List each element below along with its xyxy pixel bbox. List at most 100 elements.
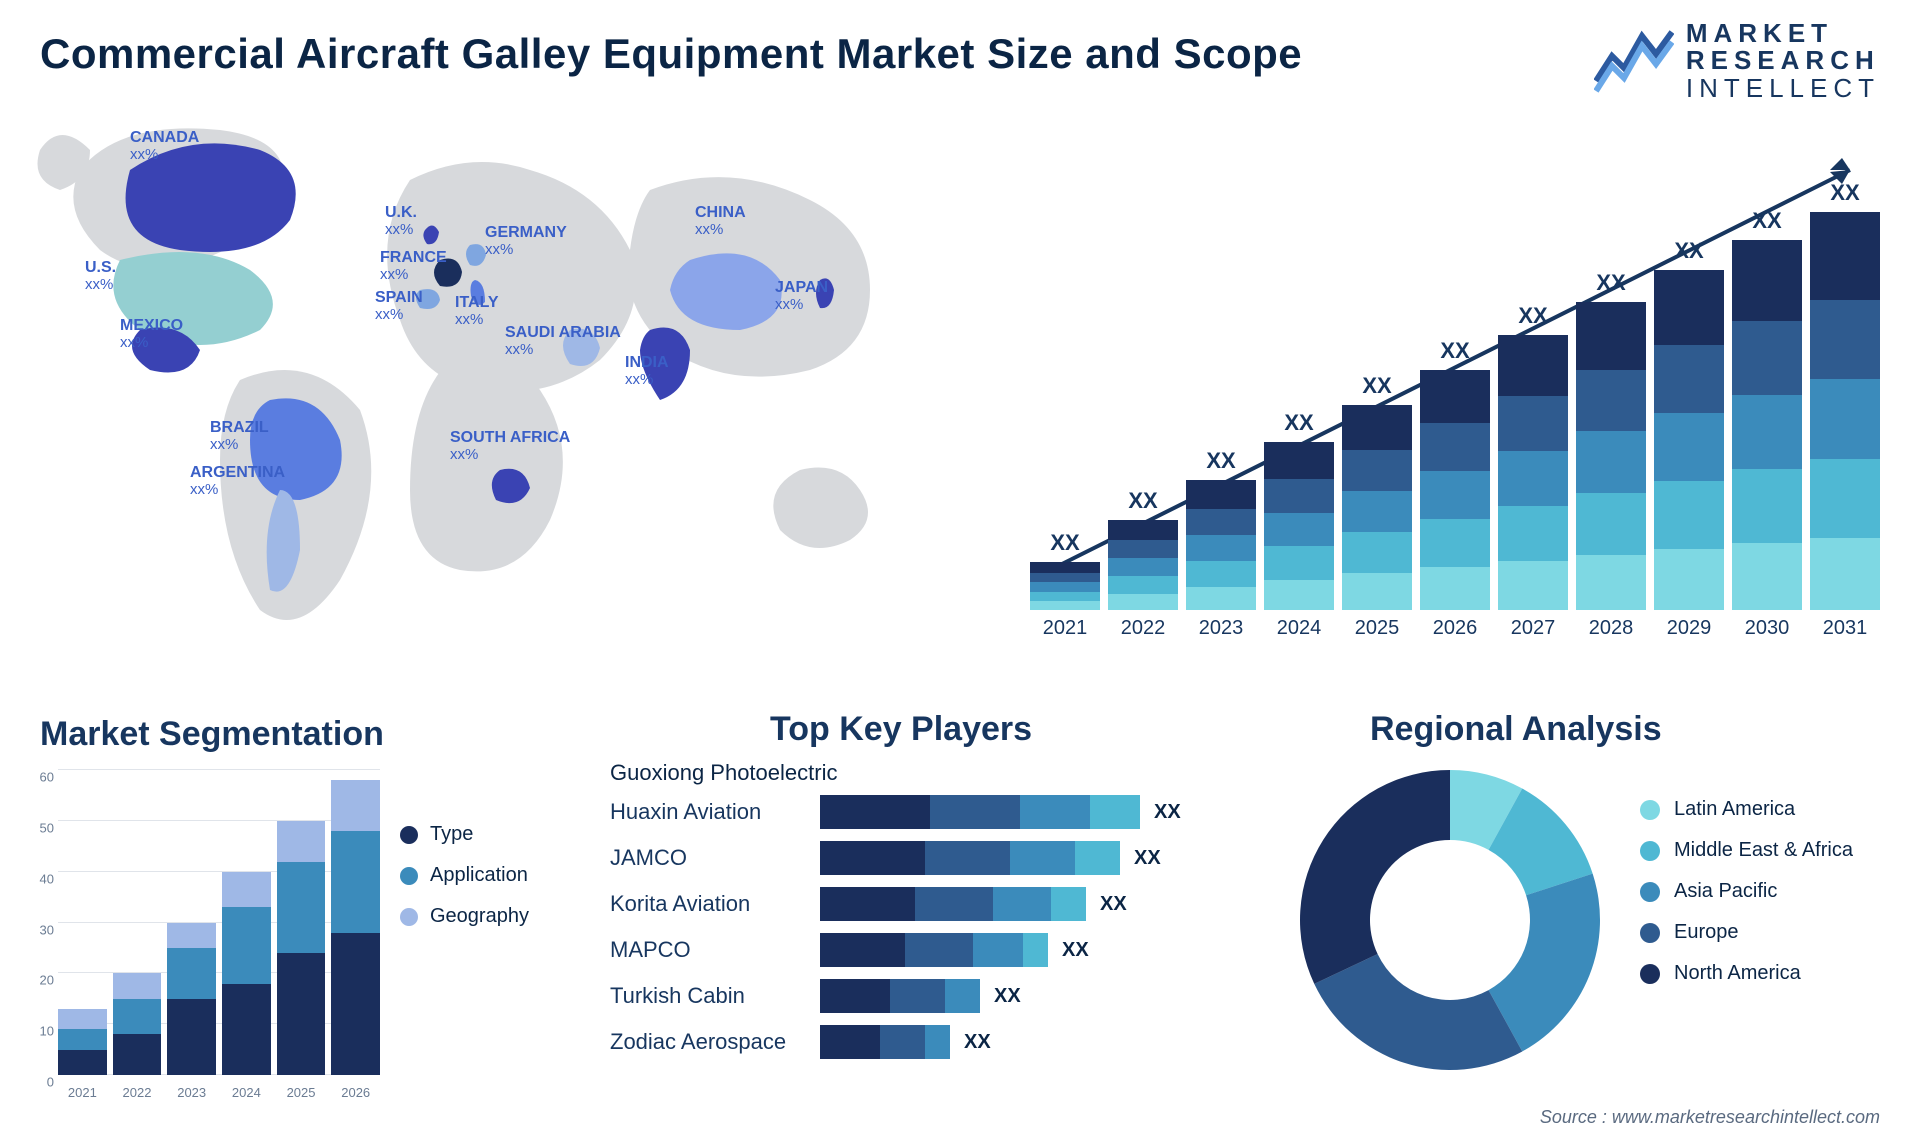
logo-text-1: MARKET: [1686, 20, 1880, 47]
player-bar: [820, 979, 980, 1013]
map-country-label: SAUDI ARABIAxx%: [505, 325, 621, 359]
x-axis-year: 2028: [1576, 617, 1646, 640]
segmentation-heading: Market Segmentation: [40, 715, 384, 754]
x-axis-year: 2026: [1420, 617, 1490, 640]
player-bar: [820, 933, 1048, 967]
forecast-bar: XX: [1186, 480, 1256, 610]
logo-text-2: RESEARCH: [1686, 47, 1880, 74]
player-value: XX: [1154, 801, 1181, 824]
legend-swatch-icon: [400, 908, 418, 926]
logo-mark-icon: [1594, 26, 1674, 96]
forecast-bar: XX: [1810, 212, 1880, 610]
player-row: MAPCO XX: [610, 930, 1250, 970]
legend-label: Asia Pacific: [1674, 880, 1777, 903]
map-country-label: SOUTH AFRICAxx%: [450, 430, 570, 464]
donut-slice: [1300, 770, 1450, 984]
x-axis-year: 2029: [1654, 617, 1724, 640]
map-country-label: FRANCExx%: [380, 250, 447, 284]
player-name: Huaxin Aviation: [610, 799, 820, 825]
forecast-bar: XX: [1030, 562, 1100, 610]
forecast-bar: XX: [1264, 442, 1334, 610]
bar-value-label: XX: [1420, 338, 1490, 364]
x-axis-year: 2027: [1498, 617, 1568, 640]
x-axis-year: 2026: [331, 1085, 380, 1100]
player-name: JAMCO: [610, 845, 820, 871]
map-country-label: INDIAxx%: [625, 355, 669, 389]
y-axis-tick: 10: [40, 1024, 54, 1039]
player-name: Zodiac Aerospace: [610, 1029, 820, 1055]
player-row: Turkish CabinXX: [610, 976, 1250, 1016]
player-row: Korita AviationXX: [610, 884, 1250, 924]
legend-item: Application: [400, 864, 529, 887]
forecast-bar: XX: [1654, 270, 1724, 610]
map-country-label: U.S.xx%: [85, 260, 116, 294]
legend-swatch-icon: [1640, 882, 1660, 902]
forecast-bar: XX: [1576, 302, 1646, 610]
player-value: XX: [1062, 939, 1089, 962]
map-country-label: ITALYxx%: [455, 295, 499, 329]
x-axis-year: 2022: [113, 1085, 162, 1100]
y-axis-tick: 40: [40, 871, 54, 886]
legend-item: Geography: [400, 905, 529, 928]
forecast-bar: XX: [1342, 405, 1412, 610]
x-axis-year: 2023: [167, 1085, 216, 1100]
bar-value-label: XX: [1810, 180, 1880, 206]
forecast-bar: XX: [1732, 240, 1802, 610]
forecast-bar: XX: [1498, 335, 1568, 610]
legend-item: Europe: [1640, 921, 1853, 944]
x-axis-year: 2021: [1030, 617, 1100, 640]
player-value: XX: [1100, 893, 1127, 916]
forecast-bar: XX: [1420, 370, 1490, 610]
map-country-label: CHINAxx%: [695, 205, 746, 239]
legend-item: Middle East & Africa: [1640, 839, 1853, 862]
segmentation-chart: 0102030405060 202120222023202420252026: [30, 770, 380, 1100]
legend-label: Geography: [430, 905, 529, 928]
players-heading: Top Key Players: [770, 710, 1032, 749]
legend-label: Latin America: [1674, 798, 1795, 821]
map-country-label: CANADAxx%: [130, 130, 199, 164]
x-axis-year: 2030: [1732, 617, 1802, 640]
y-axis-tick: 30: [40, 922, 54, 937]
legend-item: Type: [400, 823, 529, 846]
bar-value-label: XX: [1654, 238, 1724, 264]
map-country-label: BRAZILxx%: [210, 420, 269, 454]
segmentation-bar: [167, 923, 216, 1075]
map-country-label: GERMANYxx%: [485, 225, 567, 259]
segmentation-bar: [222, 872, 271, 1075]
key-players-chart: Guoxiong Photoelectric Huaxin Aviation XX…: [610, 760, 1250, 1068]
player-name: MAPCO: [610, 937, 820, 963]
bar-value-label: XX: [1498, 303, 1568, 329]
donut-slice: [1314, 954, 1522, 1070]
legend-label: Middle East & Africa: [1674, 839, 1853, 862]
player-name: Turkish Cabin: [610, 983, 820, 1009]
bar-value-label: XX: [1108, 488, 1178, 514]
bar-value-label: XX: [1030, 530, 1100, 556]
legend-swatch-icon: [1640, 841, 1660, 861]
forecast-bar-chart: XXXXXXXXXXXXXXXXXXXXXX 20212022202320242…: [1030, 150, 1880, 640]
world-map-svg: [30, 110, 930, 670]
x-axis-year: 2021: [58, 1085, 107, 1100]
legend-swatch-icon: [400, 826, 418, 844]
player-value: XX: [964, 1031, 991, 1054]
segmentation-bar: [58, 1009, 107, 1075]
forecast-bar: XX: [1108, 520, 1178, 610]
map-country-label: SPAINxx%: [375, 290, 423, 324]
logo-text-3: INTELLECT: [1686, 75, 1880, 102]
players-header-row: Guoxiong Photoelectric: [610, 760, 1250, 786]
bar-value-label: XX: [1732, 208, 1802, 234]
x-axis-year: 2022: [1108, 617, 1178, 640]
brand-logo: MARKET RESEARCH INTELLECT: [1594, 20, 1880, 102]
source-attribution: Source : www.marketresearchintellect.com: [1540, 1107, 1880, 1128]
player-bar: [820, 1025, 950, 1059]
segmentation-bar: [113, 973, 162, 1075]
legend-label: Type: [430, 823, 473, 846]
legend-item: Latin America: [1640, 798, 1853, 821]
x-axis-year: 2023: [1186, 617, 1256, 640]
legend-label: North America: [1674, 962, 1801, 985]
segmentation-bar: [331, 780, 380, 1075]
x-axis-year: 2025: [1342, 617, 1412, 640]
segmentation-legend: Type Application Geography: [400, 805, 529, 946]
y-axis-tick: 0: [47, 1075, 54, 1090]
legend-item: North America: [1640, 962, 1853, 985]
legend-swatch-icon: [1640, 964, 1660, 984]
